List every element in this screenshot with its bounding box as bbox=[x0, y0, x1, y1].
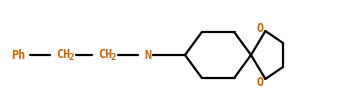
Text: 2: 2 bbox=[111, 53, 116, 62]
Text: CH: CH bbox=[98, 48, 112, 61]
Text: O: O bbox=[257, 75, 264, 88]
Text: O: O bbox=[257, 22, 264, 35]
Text: Ph: Ph bbox=[11, 49, 25, 61]
Text: N: N bbox=[144, 49, 151, 61]
Text: 2: 2 bbox=[69, 53, 74, 62]
Text: CH: CH bbox=[56, 48, 70, 61]
